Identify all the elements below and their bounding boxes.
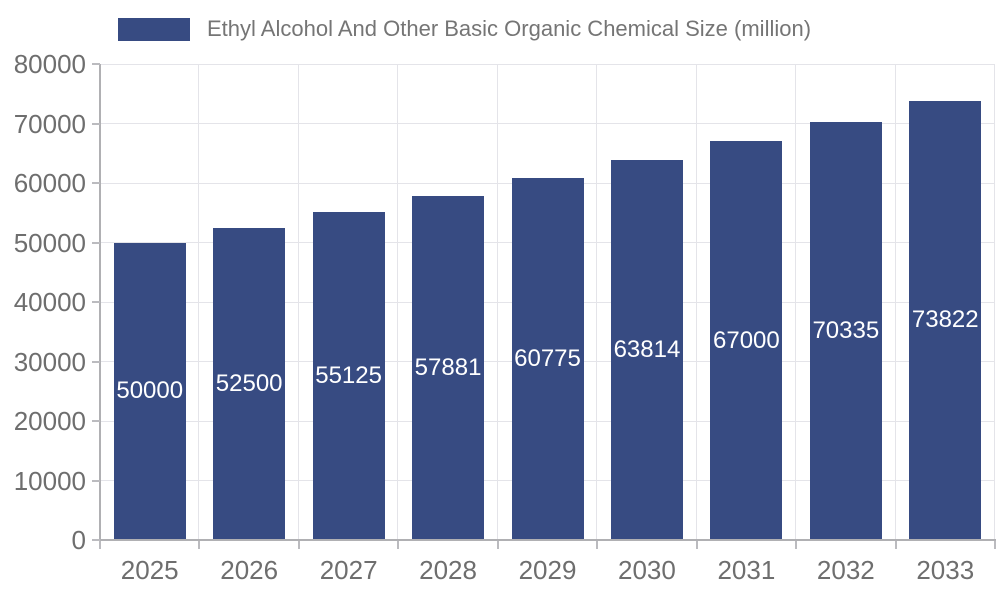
v-gridline <box>994 64 995 540</box>
y-tick-mark <box>92 479 100 482</box>
bar-2025: 50000 <box>113 242 186 540</box>
bar-value-label: 60775 <box>514 345 581 373</box>
legend-swatch <box>118 17 190 41</box>
v-gridline <box>696 64 697 540</box>
bar-value-label: 67000 <box>713 326 780 354</box>
bar-2031: 67000 <box>710 141 783 540</box>
bar-2026: 52500 <box>213 227 286 540</box>
x-tick-mark <box>994 541 996 549</box>
bar-value-label: 57881 <box>414 353 482 381</box>
x-tick-mark <box>298 541 300 549</box>
y-tick-label: 10000 <box>13 465 86 496</box>
x-tick-mark <box>497 541 499 549</box>
y-tick-mark <box>92 420 100 422</box>
v-gridline <box>895 64 896 540</box>
bar-2029: 60775 <box>511 178 584 540</box>
bar-value-label: 73822 <box>911 306 979 334</box>
y-tick-mark <box>92 301 100 303</box>
v-gridline <box>795 64 796 540</box>
bar-value-label: 63814 <box>613 336 681 364</box>
v-gridline <box>596 64 597 540</box>
x-tick-label: 2030 <box>618 555 676 585</box>
x-tick-label: 2032 <box>816 555 875 585</box>
bar-2027: 55125 <box>312 212 385 540</box>
x-axis-line <box>99 539 996 541</box>
v-gridline <box>497 64 498 540</box>
y-tick-mark <box>92 63 100 65</box>
bar-2032: 70335 <box>809 121 882 540</box>
x-tick-mark <box>99 541 101 549</box>
h-gridline <box>100 123 995 124</box>
y-tick-mark <box>92 122 100 125</box>
y-tick-label: 70000 <box>13 108 86 139</box>
x-tick-label: 2033 <box>916 555 975 585</box>
y-tick-label: 50000 <box>13 227 86 258</box>
y-tick-label: 20000 <box>13 406 86 436</box>
x-tick-mark <box>895 541 897 549</box>
legend: Ethyl Alcohol And Other Basic Organic Ch… <box>118 16 812 41</box>
y-tick-mark <box>92 360 100 363</box>
plot-area: 50000 52500 55125 57881 60775 63814 67000 70335… <box>100 63 995 540</box>
bar-value-label: 70335 <box>812 316 880 344</box>
x-tick-label: 2027 <box>319 555 378 585</box>
v-gridline <box>198 64 199 540</box>
bar-value-label: 52500 <box>215 369 283 397</box>
x-tick-label: 2025 <box>120 555 179 585</box>
y-tick-label: 30000 <box>13 346 86 377</box>
x-tick-mark <box>596 541 598 549</box>
bar-2028: 57881 <box>412 195 485 540</box>
y-tick-mark <box>92 241 100 244</box>
v-gridline <box>298 64 299 540</box>
x-tick-label: 2028 <box>419 555 477 585</box>
x-tick-mark <box>397 541 399 549</box>
y-tick-label: 80000 <box>13 49 86 79</box>
x-tick-mark <box>795 541 797 549</box>
y-tick-mark <box>92 182 100 184</box>
h-gridline <box>100 63 995 65</box>
y-tick-label: 40000 <box>13 287 86 317</box>
x-tick-mark <box>696 541 698 549</box>
y-tick-label: 60000 <box>13 168 86 198</box>
x-tick-mark <box>198 541 200 549</box>
v-gridline <box>397 64 398 540</box>
y-tick-label: 0 <box>71 525 86 555</box>
x-tick-label: 2026 <box>220 555 279 585</box>
y-tick-mark <box>92 539 100 541</box>
x-tick-label: 2031 <box>717 555 776 585</box>
bar-value-label: 50000 <box>116 377 184 405</box>
bar-2030: 63814 <box>610 160 683 540</box>
y-axis-line <box>99 64 101 541</box>
bar-2033: 73822 <box>909 100 982 540</box>
x-tick-label: 2029 <box>518 555 577 585</box>
bar-value-label: 55125 <box>315 362 382 389</box>
legend-label: Ethyl Alcohol And Other Basic Organic Ch… <box>207 16 812 41</box>
